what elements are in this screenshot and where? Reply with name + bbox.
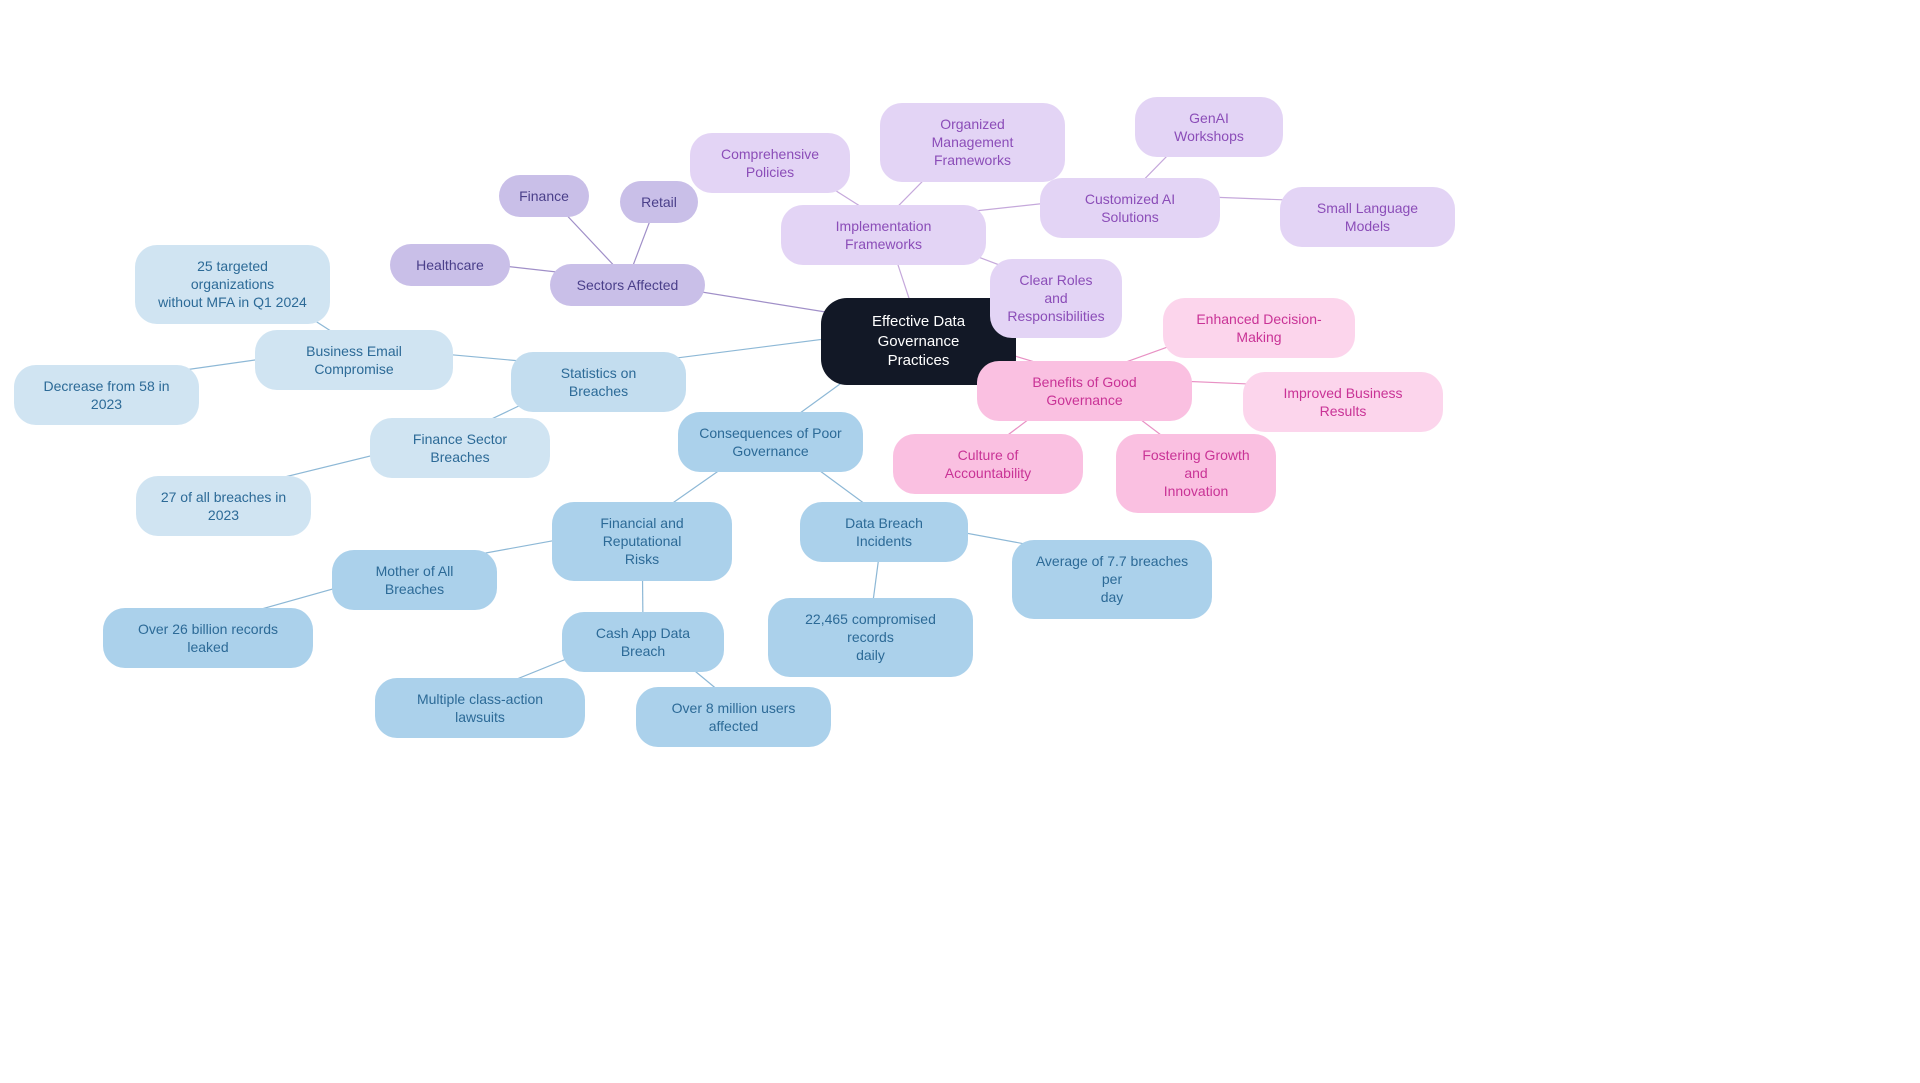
node-slm: Small Language Models bbox=[1280, 187, 1455, 247]
node-aisol: Customized AI Solutions bbox=[1040, 178, 1220, 238]
node-healthcare: Healthcare bbox=[390, 244, 510, 286]
node-workshops: GenAI Workshops bbox=[1135, 97, 1283, 157]
node-avg: Average of 7.7 breaches per day bbox=[1012, 540, 1212, 619]
node-records: 22,465 compromised records daily bbox=[768, 598, 973, 677]
node-lawsuits: Multiple class-action lawsuits bbox=[375, 678, 585, 738]
node-bec_25: 25 targeted organizations without MFA in… bbox=[135, 245, 330, 324]
node-policies: Comprehensive Policies bbox=[690, 133, 850, 193]
node-account: Culture of Accountability bbox=[893, 434, 1083, 494]
node-impl: Implementation Frameworks bbox=[781, 205, 986, 265]
node-growth: Fostering Growth and Innovation bbox=[1116, 434, 1276, 513]
node-mgmt: Organized Management Frameworks bbox=[880, 103, 1065, 182]
node-finbreach: Finance Sector Breaches bbox=[370, 418, 550, 478]
node-stats: Statistics on Breaches bbox=[511, 352, 686, 412]
node-roles: Clear Roles and Responsibilities bbox=[990, 259, 1122, 338]
node-conseq: Consequences of Poor Governance bbox=[678, 412, 863, 472]
node-dbi: Data Breach Incidents bbox=[800, 502, 968, 562]
node-retail: Retail bbox=[620, 181, 698, 223]
node-cashapp: Cash App Data Breach bbox=[562, 612, 724, 672]
node-finance: Finance bbox=[499, 175, 589, 217]
node-bec_58: Decrease from 58 in 2023 bbox=[14, 365, 199, 425]
node-sectors: Sectors Affected bbox=[550, 264, 705, 306]
node-results: Improved Business Results bbox=[1243, 372, 1443, 432]
node-fin27: 27 of all breaches in 2023 bbox=[136, 476, 311, 536]
node-finrep: Financial and Reputational Risks bbox=[552, 502, 732, 581]
node-eight: Over 8 million users affected bbox=[636, 687, 831, 747]
node-bec: Business Email Compromise bbox=[255, 330, 453, 390]
node-moab26: Over 26 billion records leaked bbox=[103, 608, 313, 668]
node-benefits: Benefits of Good Governance bbox=[977, 361, 1192, 421]
node-decision: Enhanced Decision-Making bbox=[1163, 298, 1355, 358]
node-moab: Mother of All Breaches bbox=[332, 550, 497, 610]
